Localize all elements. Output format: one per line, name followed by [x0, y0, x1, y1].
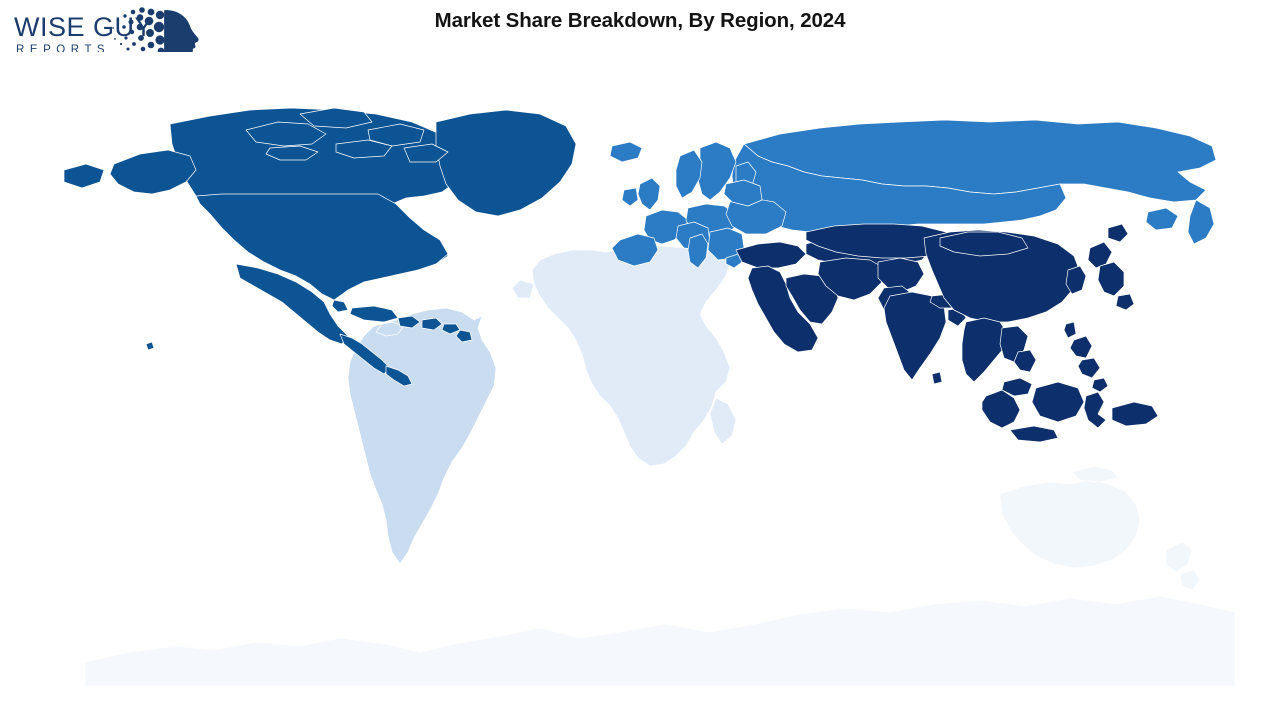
world-map-container [0, 52, 1280, 720]
logo-text-wiseguy: WISE GUY [14, 12, 153, 42]
region-europe-russia[interactable] [610, 120, 1216, 268]
region-asia-pacific-mea[interactable] [736, 224, 1158, 442]
region-antarctica [85, 596, 1235, 686]
region-africa [512, 246, 736, 466]
page-title: Market Share Breakdown, By Region, 2024 [434, 9, 846, 32]
region-oceania [1000, 466, 1200, 590]
head-silhouette [164, 10, 199, 60]
world-map-chart[interactable] [0, 52, 1280, 720]
region-north-america[interactable] [64, 108, 576, 386]
